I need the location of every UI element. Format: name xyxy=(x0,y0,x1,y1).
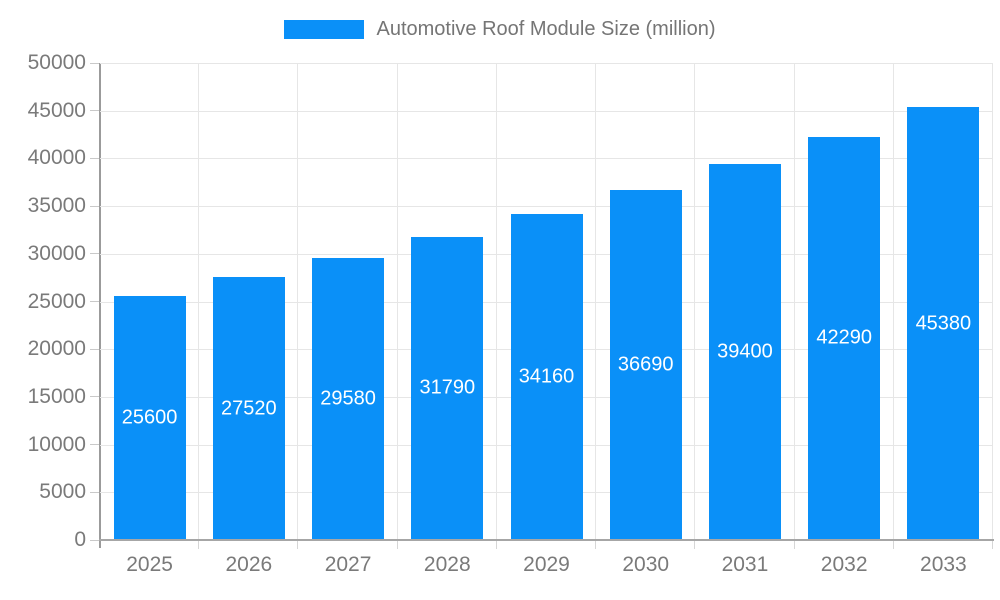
y-axis-tick xyxy=(90,301,99,302)
x-axis-tick-label: 2030 xyxy=(622,553,670,576)
y-axis-tick-label: 0 xyxy=(74,528,86,551)
v-gridline xyxy=(992,63,993,540)
bar-2031[interactable]: 39400 xyxy=(708,164,781,540)
y-axis-tick xyxy=(90,539,99,541)
y-axis-tick-label: 35000 xyxy=(27,194,86,218)
y-axis-tick-label: 10000 xyxy=(27,432,86,456)
v-gridline xyxy=(694,63,696,540)
bar-2033[interactable]: 45380 xyxy=(907,107,980,540)
y-axis-tick xyxy=(90,491,99,493)
x-axis-tick-label: 2029 xyxy=(523,553,570,576)
x-axis-tick-label: 2032 xyxy=(820,553,868,576)
y-axis-tick xyxy=(90,253,99,255)
v-gridline xyxy=(892,63,894,540)
h-gridline xyxy=(100,206,993,208)
x-axis-tick xyxy=(198,541,200,549)
y-axis-tick xyxy=(90,205,99,207)
bar-value-label: 34160 xyxy=(518,365,575,388)
y-axis-tick xyxy=(90,444,99,446)
legend-label: Automotive Roof Module Size (million) xyxy=(376,17,716,40)
bar-value-label: 42290 xyxy=(816,326,872,349)
v-gridline xyxy=(297,63,299,540)
x-axis-tick xyxy=(595,541,597,549)
bar-value-label: 27520 xyxy=(221,397,277,420)
y-axis-tick-label: 15000 xyxy=(27,384,86,408)
y-axis-tick-label: 20000 xyxy=(27,337,86,361)
v-gridline xyxy=(396,63,398,540)
x-axis-tick-label: 2026 xyxy=(225,553,273,576)
x-axis-tick xyxy=(992,541,993,549)
x-axis-tick xyxy=(297,541,299,549)
x-axis-tick xyxy=(495,541,497,549)
h-gridline xyxy=(100,63,993,64)
legend-swatch xyxy=(284,19,365,39)
bar-value-label: 31790 xyxy=(419,376,476,399)
y-axis-tick-label: 50000 xyxy=(27,51,86,74)
h-gridline xyxy=(100,110,993,112)
bar-value-label: 45380 xyxy=(915,312,972,335)
v-gridline xyxy=(198,63,200,540)
x-axis-line xyxy=(99,539,994,541)
legend[interactable]: Automotive Roof Module Size (million) xyxy=(0,14,1000,44)
v-gridline xyxy=(793,63,795,540)
y-axis-line xyxy=(99,63,101,548)
y-axis-tick xyxy=(90,396,99,398)
bar-value-label: 39400 xyxy=(717,340,773,363)
x-axis-tick-label: 2028 xyxy=(423,553,471,576)
y-axis-tick xyxy=(90,348,99,350)
bar-2032[interactable]: 42290 xyxy=(808,136,881,540)
y-axis-tick xyxy=(90,62,99,64)
x-axis-tick xyxy=(694,541,696,549)
x-axis-tick-label: 2033 xyxy=(920,553,967,576)
x-axis-tick xyxy=(396,541,398,549)
bar-2027[interactable]: 29580 xyxy=(312,257,385,540)
h-gridline xyxy=(100,158,993,160)
y-axis-tick-label: 25000 xyxy=(27,289,86,313)
x-axis-tick-label: 2027 xyxy=(324,553,372,576)
bar-value-label: 25600 xyxy=(121,406,178,429)
y-axis-tick-label: 30000 xyxy=(27,241,86,265)
v-gridline xyxy=(495,63,497,540)
y-axis-tick-label: 40000 xyxy=(27,146,86,170)
x-axis-tick-label: 2031 xyxy=(721,553,769,576)
y-axis-tick-label: 5000 xyxy=(39,480,86,504)
plot-area: 25600 27520 29580 31790 34160 36690 39400 42290… xyxy=(100,63,993,540)
bar-2030[interactable]: 36690 xyxy=(609,189,682,540)
bar-2026[interactable]: 27520 xyxy=(212,277,285,540)
bar-value-label: 36690 xyxy=(617,353,674,376)
bar-2028[interactable]: 31790 xyxy=(411,236,484,540)
x-axis-tick xyxy=(793,541,795,549)
x-axis-tick xyxy=(892,541,894,549)
bar-2029[interactable]: 34160 xyxy=(510,214,583,540)
y-axis-tick xyxy=(90,110,99,112)
v-gridline xyxy=(595,63,597,540)
bar-2025[interactable]: 25600 xyxy=(113,295,186,540)
y-axis-tick-label: 45000 xyxy=(27,98,86,122)
x-axis-tick-label: 2025 xyxy=(126,553,173,576)
y-axis-tick xyxy=(90,157,99,159)
bar-value-label: 29580 xyxy=(320,387,376,410)
